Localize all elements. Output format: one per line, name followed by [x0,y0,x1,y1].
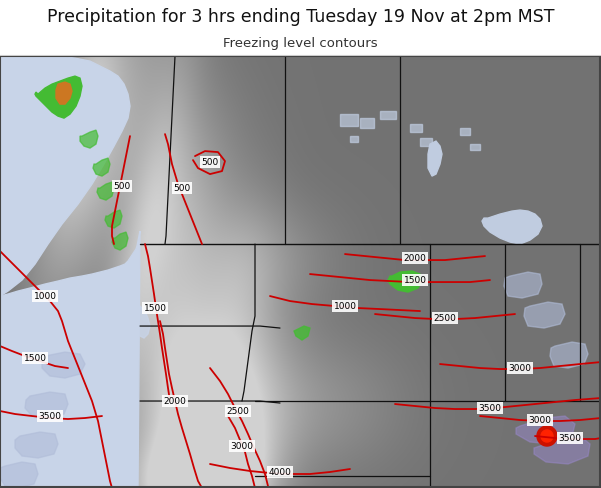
Text: 1500: 1500 [144,304,166,312]
Polygon shape [15,432,58,458]
Polygon shape [516,416,575,444]
Bar [360,118,374,128]
Polygon shape [504,272,542,298]
Bar [350,136,358,142]
Text: 1500: 1500 [403,276,427,285]
Text: 500: 500 [201,158,219,166]
Text: 3000: 3000 [528,415,552,425]
Polygon shape [97,182,114,200]
Circle shape [537,426,557,446]
Polygon shape [294,326,310,340]
Polygon shape [428,141,442,176]
Text: 500: 500 [114,182,130,191]
Polygon shape [80,130,98,148]
Text: 2500: 2500 [433,314,456,323]
Text: 2000: 2000 [163,397,186,406]
Polygon shape [112,232,128,250]
Text: 3000: 3000 [508,364,531,372]
Polygon shape [56,82,72,104]
Polygon shape [130,304,150,338]
Bar [470,144,480,150]
Text: 3500: 3500 [478,404,501,412]
Bar [410,124,422,132]
Polygon shape [482,210,542,244]
Polygon shape [35,76,82,118]
Text: 1000: 1000 [34,291,56,301]
Polygon shape [388,271,422,292]
Text: 2000: 2000 [403,254,427,263]
Polygon shape [42,352,85,378]
Text: 3500: 3500 [38,411,61,421]
Text: 3500: 3500 [558,433,582,443]
Polygon shape [0,462,38,488]
Polygon shape [0,231,140,488]
Polygon shape [534,436,590,464]
Text: Precipitation for 3 hrs ending Tuesday 19 Nov at 2pm MST: Precipitation for 3 hrs ending Tuesday 1… [47,8,554,26]
Polygon shape [524,302,565,328]
Polygon shape [0,56,130,296]
Circle shape [541,430,553,442]
Polygon shape [550,342,588,368]
Text: 1000: 1000 [334,302,356,310]
Text: 1500: 1500 [23,353,46,363]
Text: 2500: 2500 [227,407,249,415]
Polygon shape [105,210,122,228]
Text: 4000: 4000 [269,468,291,476]
Bar [420,138,432,146]
Bar [380,111,396,119]
Bar [340,114,358,126]
Polygon shape [25,392,68,418]
Text: 3000: 3000 [231,442,254,450]
Text: 500: 500 [173,183,191,193]
Text: Freezing level contours: Freezing level contours [223,37,378,50]
Polygon shape [93,158,110,176]
Bar [460,128,470,135]
